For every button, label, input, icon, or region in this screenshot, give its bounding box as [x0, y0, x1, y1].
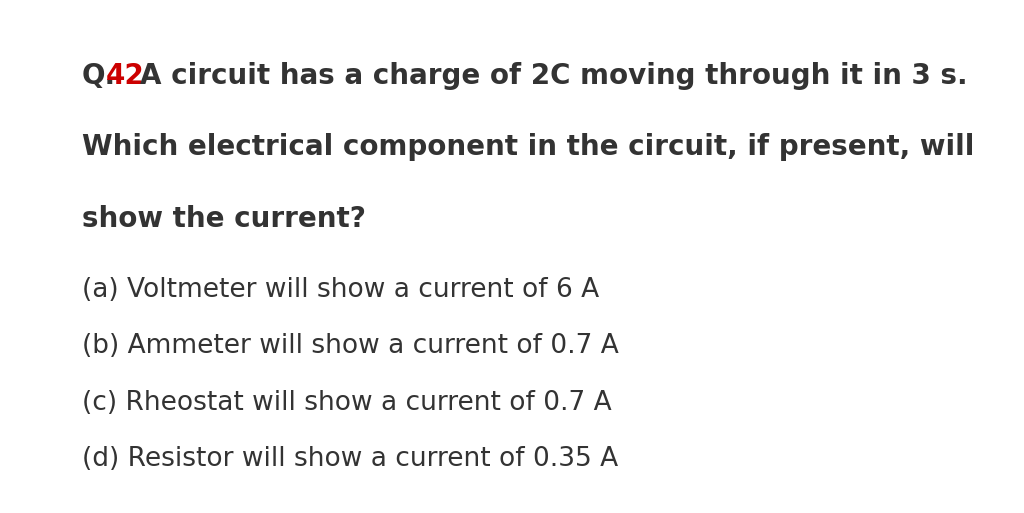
- Text: (c) Rheostat will show a current of 0.7 A: (c) Rheostat will show a current of 0.7 …: [82, 390, 611, 416]
- Text: (b) Ammeter will show a current of 0.7 A: (b) Ammeter will show a current of 0.7 A: [82, 333, 618, 360]
- Text: A circuit has a charge of 2C moving through it in 3 s.: A circuit has a charge of 2C moving thro…: [140, 62, 968, 90]
- Text: 42: 42: [105, 62, 144, 90]
- Text: (a) Voltmeter will show a current of 6 A: (a) Voltmeter will show a current of 6 A: [82, 277, 599, 303]
- Text: (d) Resistor will show a current of 0.35 A: (d) Resistor will show a current of 0.35…: [82, 446, 618, 472]
- Text: Which electrical component in the circuit, if present, will: Which electrical component in the circui…: [82, 133, 974, 162]
- Text: show the current?: show the current?: [82, 205, 366, 233]
- Text: Q.: Q.: [82, 62, 116, 90]
